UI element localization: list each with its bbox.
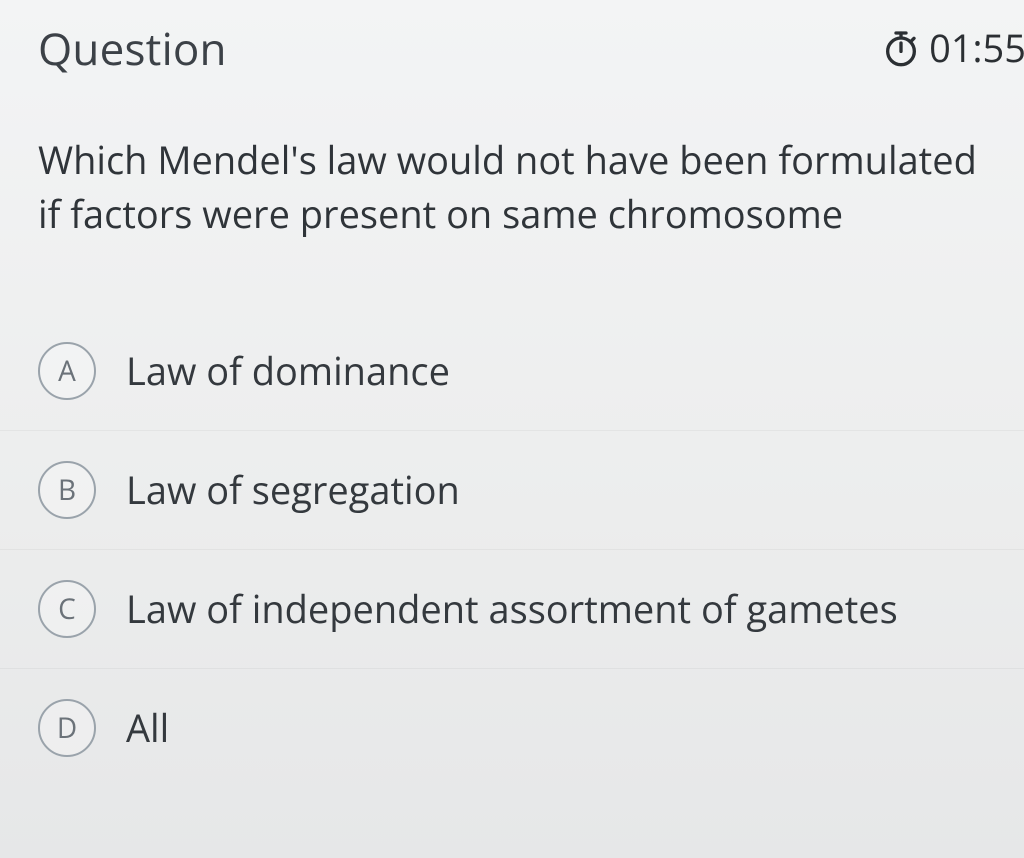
option-b[interactable]: B Law of segregation [0, 430, 1024, 549]
option-letter: C [38, 580, 96, 638]
timer: 01:55 [881, 22, 1024, 74]
option-text: Law of dominance [126, 345, 450, 397]
option-letter: A [38, 342, 96, 400]
header: Question 01:55 [0, 18, 1024, 78]
question-prompt: Which Mendel's law would not have been f… [0, 78, 1024, 242]
timer-value: 01:55 [929, 22, 1024, 74]
quiz-screen: Question 01:55 Which Mendel's law would … [0, 0, 1024, 858]
option-letter: B [38, 461, 96, 519]
options-list: A Law of dominance B Law of segregation … [0, 312, 1024, 787]
stopwatch-icon [881, 28, 921, 68]
option-text: Law of segregation [126, 464, 460, 516]
page-title: Question [38, 18, 227, 78]
option-letter: D [38, 699, 96, 757]
option-d[interactable]: D All [0, 668, 1024, 787]
option-text: All [126, 702, 169, 754]
option-c[interactable]: C Law of independent assortment of gamet… [0, 549, 1024, 668]
option-text: Law of independent assortment of gametes [126, 583, 898, 635]
option-a[interactable]: A Law of dominance [0, 312, 1024, 430]
